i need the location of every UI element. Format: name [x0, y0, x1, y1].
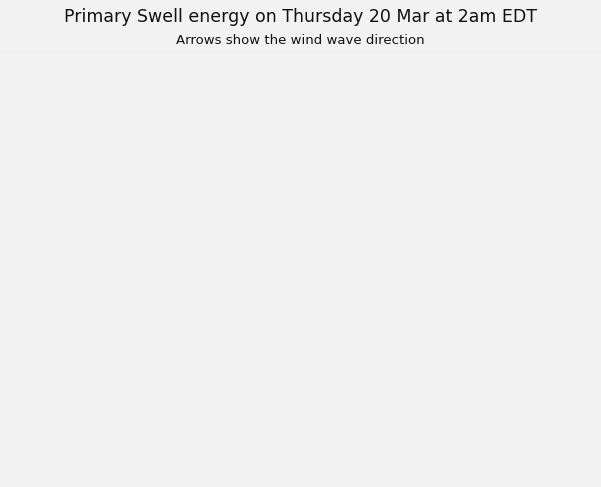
Text: Primary Swell energy on Thursday 20 Mar at 2am EDT: Primary Swell energy on Thursday 20 Mar … [64, 8, 537, 26]
Text: Arrows show the wind wave direction: Arrows show the wind wave direction [176, 34, 425, 47]
